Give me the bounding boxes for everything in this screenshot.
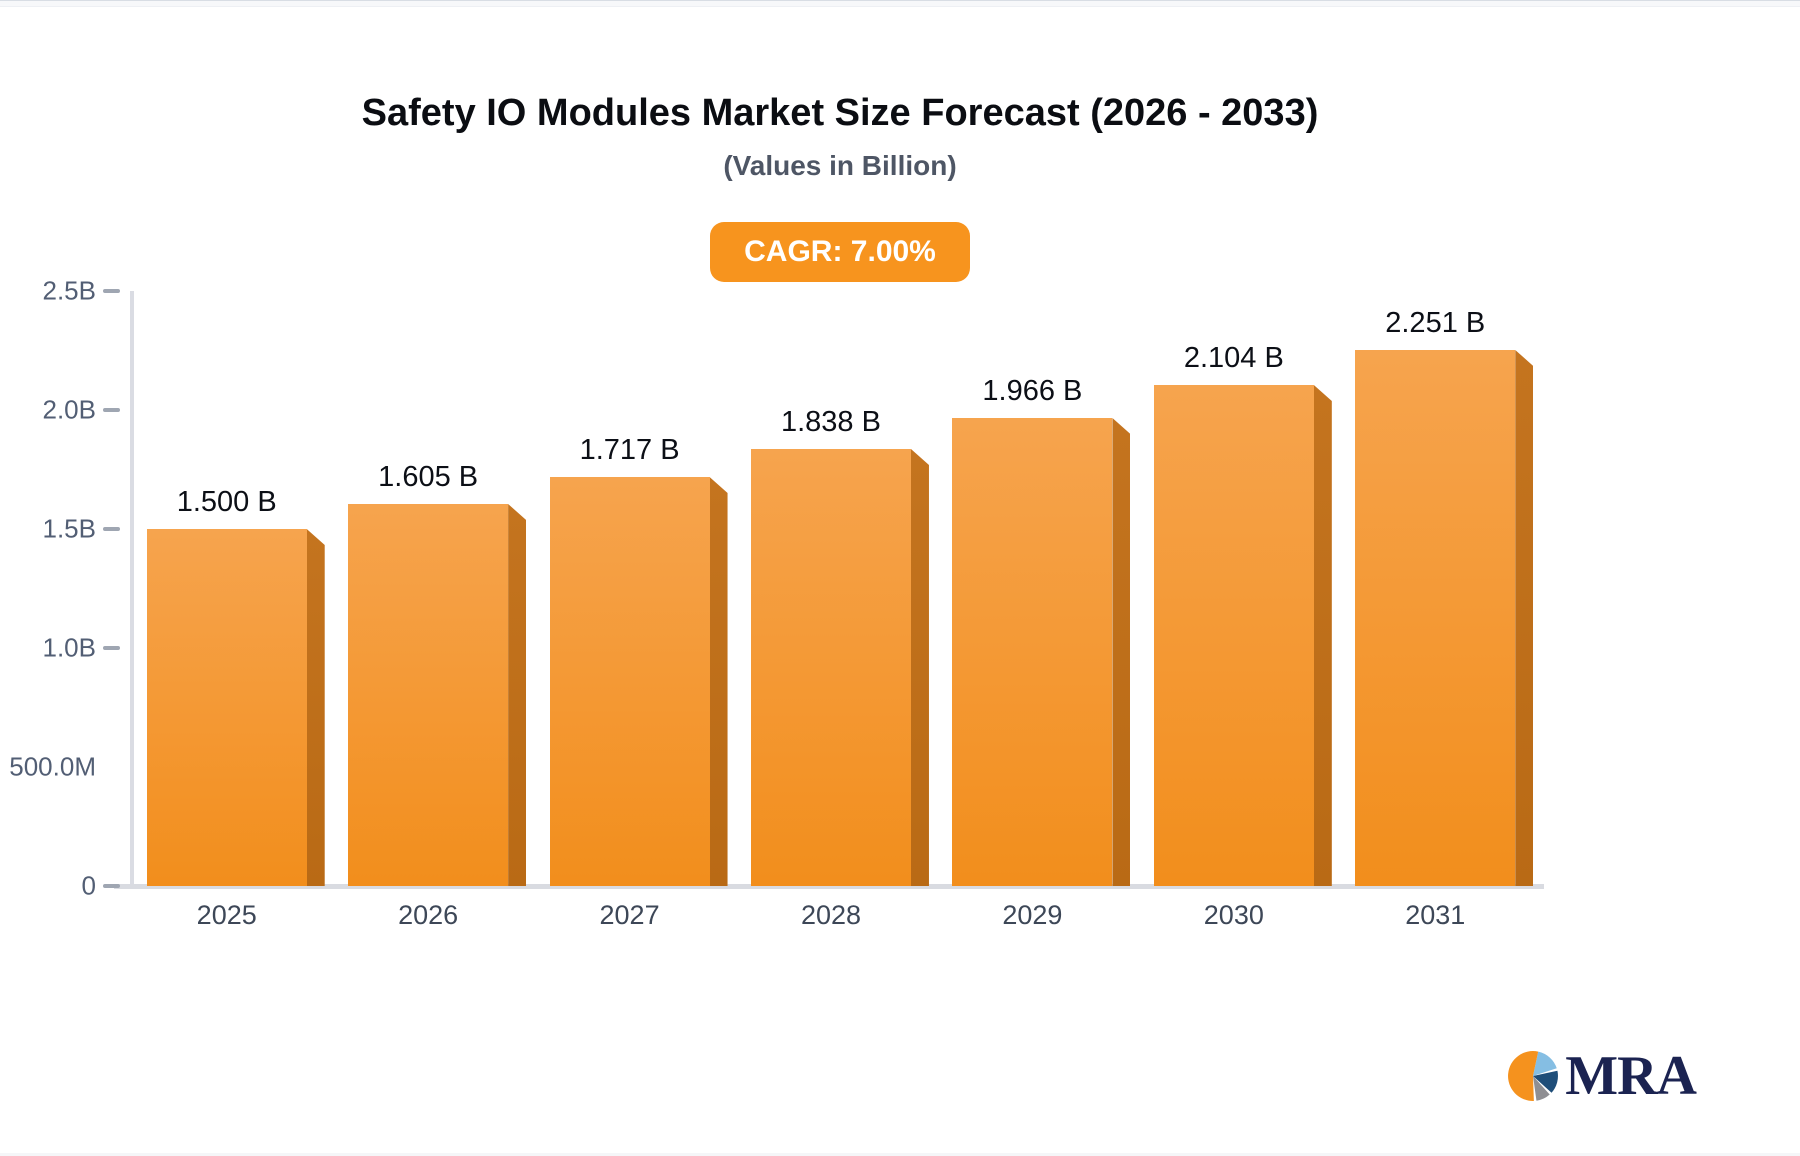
x-axis-label-2030: 2030 xyxy=(1203,900,1264,930)
bar-2029[interactable] xyxy=(952,418,1131,886)
bar-front-face xyxy=(146,529,307,886)
bar-column-2030: 2.104 B xyxy=(1142,291,1343,886)
bar-2025[interactable] xyxy=(146,529,325,886)
x-axis-line xyxy=(114,884,1544,889)
x-axis-label-2029: 2029 xyxy=(1002,900,1063,930)
x-axis-labels: 2025 2026 2027 2028 2029 2030 2031 xyxy=(135,900,1545,931)
plot-area: 2.5B 2.0B 1.5B 1.0B 500.0M 0 1.500 B 1.605 B 1.… xyxy=(0,276,1800,901)
y-tick-label: 1.0B xyxy=(42,632,97,663)
x-axis-label-2028: 2028 xyxy=(800,900,862,930)
bar-value-label: 2.104 B xyxy=(1183,342,1284,374)
bar-front-face xyxy=(549,477,710,886)
chart-title: Safety IO Modules Market Size Forecast (… xyxy=(361,92,1319,134)
cagr-badge-wrap: CAGR: 7.00% xyxy=(0,222,1680,282)
y-tick-mark xyxy=(103,289,120,293)
bar-column-2028: 1.838 B xyxy=(739,291,940,886)
bar-side-face xyxy=(1515,350,1534,886)
bar-value-label: 1.717 B xyxy=(579,434,680,466)
bar-2030[interactable] xyxy=(1153,385,1332,886)
bars-row: 1.500 B 1.605 B 1.717 B 1.838 B 1.966 B 2.104… xyxy=(135,291,1545,886)
window-top-edge xyxy=(0,0,1800,7)
bar-front-face xyxy=(750,449,911,886)
mra-logo: MRA xyxy=(1507,1045,1697,1107)
bar-2026[interactable] xyxy=(348,504,527,886)
bar-front-face xyxy=(1153,385,1314,886)
bar-2031[interactable] xyxy=(1355,350,1534,886)
y-tick-mark xyxy=(103,527,120,531)
bar-side-face xyxy=(910,449,929,886)
y-tick-label: 2.5B xyxy=(42,275,97,306)
bar-side-face xyxy=(709,477,728,886)
x-axis-label-2027: 2027 xyxy=(599,900,660,930)
y-tick-label: 500.0M xyxy=(9,751,96,782)
window-bottom-edge xyxy=(0,1153,1800,1156)
bar-side-face xyxy=(1112,418,1131,886)
logo-text: MRA xyxy=(1565,1045,1697,1107)
bar-side-face xyxy=(306,529,325,886)
bar-column-2026: 1.605 B xyxy=(336,291,537,886)
y-tick-label: 0 xyxy=(81,870,96,901)
bar-value-label: 1.966 B xyxy=(982,375,1083,407)
bar-front-face xyxy=(952,418,1113,886)
y-tick-label: 1.5B xyxy=(42,513,97,544)
bar-value-label: 1.500 B xyxy=(176,486,277,518)
bar-side-face xyxy=(508,504,527,886)
cagr-badge: CAGR: 7.00% xyxy=(710,222,970,282)
y-tick-mark xyxy=(103,408,120,412)
bar-front-face xyxy=(348,504,509,886)
y-axis-line xyxy=(130,291,134,886)
x-axis-label-2026: 2026 xyxy=(398,900,459,930)
bar-column-2029: 1.966 B xyxy=(941,291,1142,886)
y-tick-mark xyxy=(103,884,120,888)
x-axis-label-2025: 2025 xyxy=(196,900,257,930)
bar-column-2027: 1.717 B xyxy=(538,291,739,886)
bar-value-label: 1.605 B xyxy=(378,461,479,493)
y-tick-mark xyxy=(103,646,120,650)
bar-2027[interactable] xyxy=(549,477,728,886)
x-axis-label-2031: 2031 xyxy=(1405,900,1466,930)
bar-2028[interactable] xyxy=(750,449,929,886)
bar-column-2031: 2.251 B xyxy=(1344,291,1545,886)
pie-chart-icon xyxy=(1508,1051,1559,1101)
bar-front-face xyxy=(1355,350,1516,886)
chart-subtitle: (Values in Billion) xyxy=(723,150,957,181)
bar-column-2025: 1.500 B xyxy=(135,291,336,886)
y-tick-label: 2.0B xyxy=(42,394,97,425)
bar-side-face xyxy=(1313,385,1332,886)
bar-value-label: 2.251 B xyxy=(1385,307,1486,339)
bar-value-label: 1.838 B xyxy=(780,406,881,438)
